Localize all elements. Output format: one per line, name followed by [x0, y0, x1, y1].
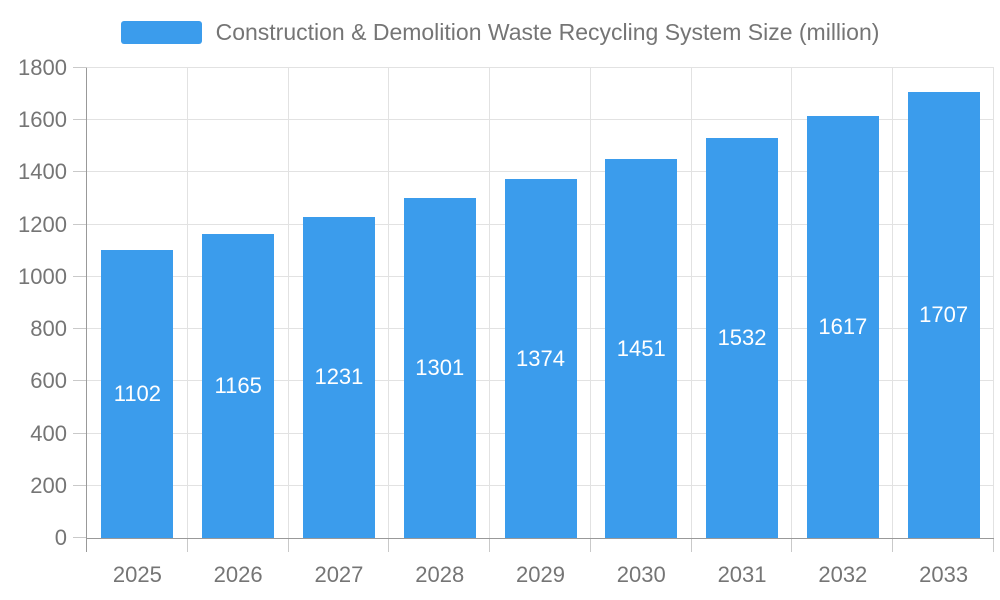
bar[interactable]: 1451 [605, 159, 678, 538]
legend-swatch[interactable] [120, 21, 202, 44]
y-tick-label: 1200 [18, 211, 67, 237]
v-gridline [287, 68, 289, 538]
y-axis-tick [73, 328, 87, 330]
h-gridline [87, 67, 994, 68]
bar[interactable]: 1374 [504, 179, 577, 538]
x-axis-tick [489, 538, 491, 552]
y-axis-tick [73, 119, 87, 121]
x-tick-label: 2028 [415, 562, 465, 587]
y-tick-label: 1800 [18, 55, 67, 80]
x-axis-tick [690, 538, 692, 552]
x-tick-label: 2025 [112, 562, 162, 587]
bar-value-label: 1532 [717, 324, 767, 350]
y-axis-line [86, 68, 87, 552]
bar[interactable]: 1102 [101, 250, 174, 538]
v-gridline [791, 68, 793, 538]
x-tick-label: 2026 [213, 562, 263, 587]
y-axis-tick [73, 432, 87, 434]
v-gridline [690, 68, 692, 538]
x-tick-label: 2031 [717, 562, 767, 587]
y-axis-tick [73, 171, 87, 173]
bar[interactable]: 1301 [403, 198, 476, 538]
y-axis-tick [73, 67, 87, 68]
y-tick-label: 0 [54, 525, 67, 550]
x-axis-tick [589, 538, 591, 552]
y-axis-tick [73, 484, 87, 486]
x-axis-tick [186, 538, 188, 552]
v-gridline [589, 68, 591, 538]
x-tick-label: 2032 [818, 562, 868, 587]
y-tick-label: 1600 [18, 107, 67, 133]
v-gridline [388, 68, 390, 538]
y-tick-label: 800 [30, 316, 67, 342]
bar-value-label: 1374 [516, 345, 565, 371]
bar[interactable]: 1231 [302, 216, 375, 538]
bar[interactable]: 1707 [907, 92, 980, 538]
bar-value-label: 1617 [818, 313, 868, 339]
y-tick-label: 200 [30, 472, 67, 498]
bar-value-label: 1102 [113, 381, 162, 407]
bar-value-label: 1165 [214, 372, 262, 398]
x-tick-label: 2030 [616, 562, 666, 587]
y-axis-tick [73, 537, 87, 538]
legend-title[interactable]: Construction & Demolition Waste Recyclin… [215, 19, 880, 45]
v-gridline [993, 68, 994, 538]
y-axis-tick [73, 380, 87, 382]
x-axis-line [86, 538, 994, 539]
x-axis-tick [892, 538, 894, 552]
y-tick-label: 600 [30, 368, 67, 394]
x-axis-tick [993, 538, 994, 552]
bar[interactable]: 1165 [202, 233, 275, 538]
y-axis-tick [73, 223, 87, 225]
legend: Construction & Demolition Waste Recyclin… [0, 20, 1000, 45]
bar[interactable]: 1617 [806, 115, 879, 538]
x-tick-label: 2029 [516, 562, 565, 587]
bar[interactable]: 1532 [706, 137, 779, 538]
h-gridline [87, 119, 994, 121]
h-gridline [87, 171, 994, 173]
y-tick-label: 1400 [18, 159, 67, 185]
v-gridline [489, 68, 491, 538]
bar-value-label: 1451 [616, 335, 666, 361]
bar-value-label: 1301 [415, 355, 465, 381]
x-axis-tick [388, 538, 390, 552]
y-tick-label: 1000 [18, 263, 67, 289]
x-axis-tick [287, 538, 289, 552]
x-tick-label: 2027 [314, 562, 364, 587]
x-axis-tick [791, 538, 793, 552]
y-axis-tick [73, 275, 87, 277]
x-tick-label: 2033 [919, 562, 969, 587]
bar-value-label: 1707 [919, 302, 969, 328]
bar-value-label: 1231 [314, 364, 364, 390]
y-tick-label: 400 [30, 420, 67, 446]
v-gridline [186, 68, 188, 538]
v-gridline [892, 68, 894, 538]
